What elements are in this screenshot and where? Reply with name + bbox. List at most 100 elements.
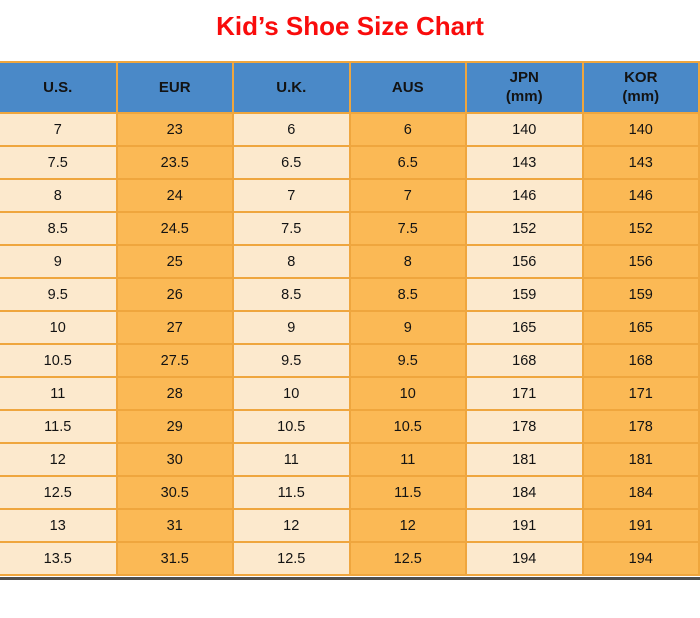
column-header-label: U.S. — [43, 78, 73, 96]
table-cell: 8 — [348, 244, 467, 279]
table-cell: 6 — [232, 112, 351, 147]
table-cell: 6.5 — [348, 145, 467, 180]
table-cell: 23.5 — [115, 145, 234, 180]
table-cell: 8 — [0, 178, 118, 213]
column-header-us: U.S. — [0, 61, 118, 114]
table-body: 7 23 6 6 140 140 7.5 23.5 6.5 6.5 143 143 8 24 7 7 146 14… — [0, 112, 700, 576]
column-header-label: JPN — [509, 69, 539, 86]
table-cell: 11 — [348, 442, 467, 477]
table-cell: 194 — [465, 541, 584, 576]
column-header-unit: (mm) — [505, 88, 543, 105]
table-row: 9.5 26 8.5 8.5 159 159 — [0, 277, 700, 312]
table-cell: 140 — [465, 112, 584, 147]
table-cell: 27.5 — [115, 343, 234, 378]
table-cell: 12 — [348, 508, 467, 543]
column-header-uk: U.K. — [232, 61, 351, 114]
table-cell: 146 — [581, 178, 700, 213]
shoe-size-chart-page: Kid’s Shoe Size Chart U.S. EUR U.K. AUS JPN (… — [0, 11, 700, 618]
table-cell: 10.5 — [348, 409, 467, 444]
table-cell: 178 — [581, 409, 700, 444]
table-cell: 168 — [581, 343, 700, 378]
column-header-label: KOR — [624, 69, 658, 86]
table-cell: 194 — [581, 541, 700, 576]
table-cell: 7.5 — [232, 211, 351, 246]
column-header-jpn: JPN (mm) — [465, 61, 584, 114]
table-cell: 11.5 — [0, 409, 118, 444]
table-cell: 23 — [115, 112, 234, 147]
table-row: 13 31 12 12 191 191 — [0, 508, 700, 543]
header-row: U.S. EUR U.K. AUS JPN (mm) KOR (mm) — [0, 61, 700, 114]
table-cell: 143 — [465, 145, 584, 180]
table-cell: 10 — [0, 310, 118, 345]
table-cell: 24 — [115, 178, 234, 213]
table-row: 8 24 7 7 146 146 — [0, 178, 700, 213]
size-chart-table: U.S. EUR U.K. AUS JPN (mm) KOR (mm) 7 23 6 6 140 140… — [0, 61, 700, 576]
table-cell: 10.5 — [232, 409, 351, 444]
table-cell: 7 — [0, 112, 118, 147]
table-cell: 30 — [115, 442, 234, 477]
table-cell: 29 — [115, 409, 234, 444]
column-header-label: AUS — [391, 78, 424, 96]
table-cell: 11 — [232, 442, 351, 477]
table-cell: 181 — [465, 442, 584, 477]
table-cell: 165 — [465, 310, 584, 345]
table-row: 10 27 9 9 165 165 — [0, 310, 700, 345]
table-cell: 12.5 — [348, 541, 467, 576]
table-cell: 7.5 — [0, 145, 118, 180]
table-cell: 156 — [581, 244, 700, 279]
column-header-kor: KOR (mm) — [581, 61, 700, 114]
table-cell: 11.5 — [232, 475, 351, 510]
table-cell: 168 — [465, 343, 584, 378]
table-cell: 27 — [115, 310, 234, 345]
table-cell: 12.5 — [232, 541, 351, 576]
table-cell: 7 — [232, 178, 351, 213]
table-cell: 159 — [581, 277, 700, 312]
column-header-unit: (mm) — [622, 88, 660, 105]
table-cell: 11.5 — [348, 475, 467, 510]
page-title: Kid’s Shoe Size Chart — [216, 11, 484, 41]
table-row: 7 23 6 6 140 140 — [0, 112, 700, 147]
table-cell: 184 — [465, 475, 584, 510]
table-cell: 9.5 — [348, 343, 467, 378]
table-cell: 25 — [115, 244, 234, 279]
table-cell: 31.5 — [115, 541, 234, 576]
table-cell: 10 — [348, 376, 467, 411]
table-cell: 9.5 — [232, 343, 351, 378]
table-cell: 26 — [115, 277, 234, 312]
table-cell: 28 — [115, 376, 234, 411]
table-header: U.S. EUR U.K. AUS JPN (mm) KOR (mm) — [0, 61, 700, 114]
table-cell: 9 — [0, 244, 118, 279]
table-row: 12.5 30.5 11.5 11.5 184 184 — [0, 475, 700, 510]
table-cell: 156 — [465, 244, 584, 279]
table-cell: 6.5 — [232, 145, 351, 180]
table-cell: 8.5 — [232, 277, 351, 312]
table-cell: 143 — [581, 145, 700, 180]
table-row: 11 28 10 10 171 171 — [0, 376, 700, 411]
table-cell: 30.5 — [115, 475, 234, 510]
table-cell: 152 — [581, 211, 700, 246]
table-cell: 13 — [0, 508, 118, 543]
table-cell: 165 — [581, 310, 700, 345]
table-cell: 9 — [348, 310, 467, 345]
table-cell: 9.5 — [0, 277, 118, 312]
table-cell: 10 — [232, 376, 351, 411]
table-cell: 6 — [348, 112, 467, 147]
table-row: 7.5 23.5 6.5 6.5 143 143 — [0, 145, 700, 180]
table-cell: 9 — [232, 310, 351, 345]
table-cell: 12 — [232, 508, 351, 543]
table-cell: 12.5 — [0, 475, 118, 510]
table-cell: 191 — [465, 508, 584, 543]
table-row: 13.5 31.5 12.5 12.5 194 194 — [0, 541, 700, 576]
column-header-label: U.K. — [276, 78, 307, 96]
table-row: 11.5 29 10.5 10.5 178 178 — [0, 409, 700, 444]
table-cell: 8.5 — [348, 277, 467, 312]
column-header-label: EUR — [158, 78, 191, 96]
table-cell: 171 — [465, 376, 584, 411]
table-cell: 191 — [581, 508, 700, 543]
table-cell: 7 — [348, 178, 467, 213]
table-cell: 7.5 — [348, 211, 467, 246]
table-cell: 181 — [581, 442, 700, 477]
table-cell: 184 — [581, 475, 700, 510]
table-cell: 13.5 — [0, 541, 118, 576]
table-row: 10.5 27.5 9.5 9.5 168 168 — [0, 343, 700, 378]
